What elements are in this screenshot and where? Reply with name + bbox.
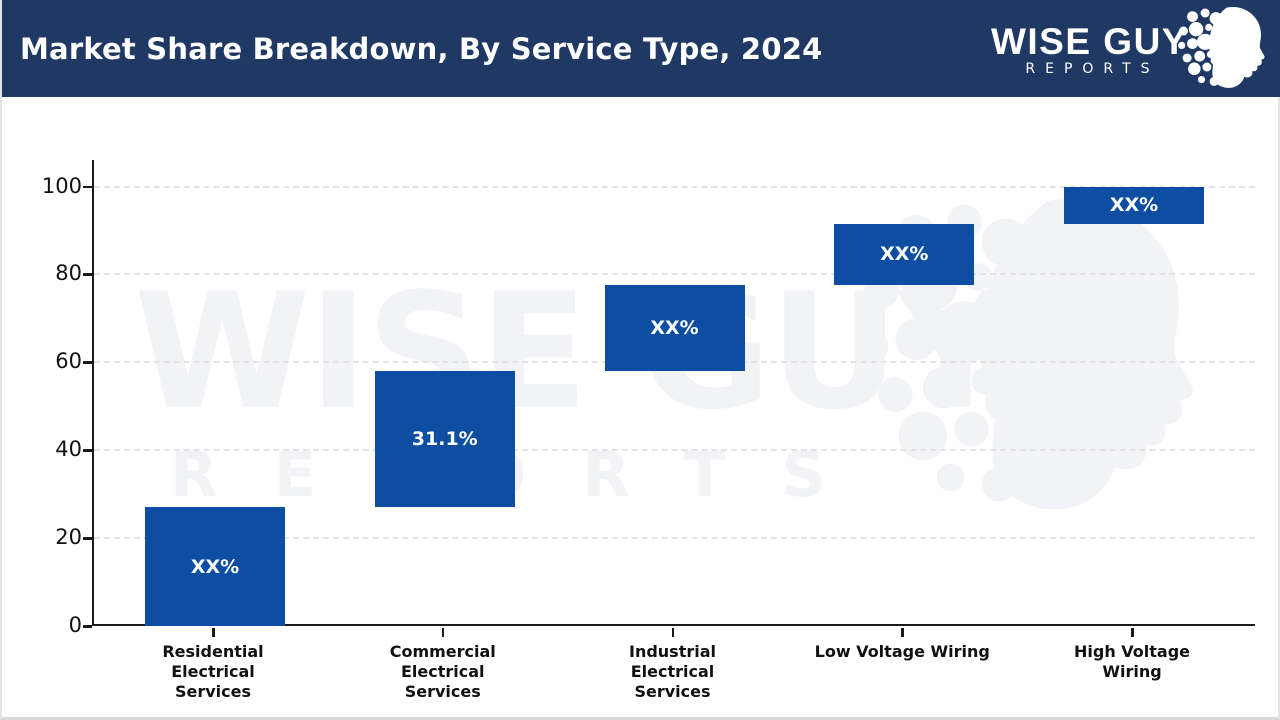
gridline-y40 bbox=[94, 449, 1255, 452]
bar-value-label-3: XX% bbox=[650, 316, 699, 339]
brand-logo-head-icon bbox=[1174, 4, 1274, 94]
x-tick-mark-5 bbox=[1131, 628, 1134, 637]
bar-1: XX% bbox=[145, 507, 285, 626]
brand-logo: WISE GUY REPORTS bbox=[991, 4, 1274, 94]
bar-4: XX% bbox=[834, 223, 975, 285]
y-tick-mark-40 bbox=[83, 449, 92, 452]
x-tick-mark-2 bbox=[441, 628, 445, 637]
bar-5: XX% bbox=[1064, 186, 1204, 224]
y-tick-mark-60 bbox=[83, 361, 92, 364]
bar-value-label-1: XX% bbox=[190, 555, 240, 578]
y-tick-label-40: 40 bbox=[55, 437, 82, 462]
bar-value-label-5: XX% bbox=[1109, 194, 1159, 217]
bar-value-label-2: 31.1% bbox=[411, 428, 478, 451]
y-tick-mark-0 bbox=[83, 625, 92, 628]
plot-area: XX% 31.1% XX% XX% XX% bbox=[92, 160, 1255, 626]
chart-title: Market Share Breakdown, By Service Type,… bbox=[20, 31, 823, 66]
y-tick-label-100: 100 bbox=[41, 173, 82, 198]
brand-logo-subtext: REPORTS bbox=[1025, 61, 1160, 77]
y-tick-label-0: 0 bbox=[68, 613, 82, 637]
y-tick-label-60: 60 bbox=[55, 349, 82, 374]
x-tick-mark-4 bbox=[901, 628, 904, 637]
bar-2: 31.1% bbox=[374, 370, 515, 508]
category-label-2: Commercial Electrical Services bbox=[389, 642, 496, 701]
y-tick-mark-100 bbox=[83, 185, 92, 189]
brand-logo-text: WISE GUY REPORTS bbox=[991, 21, 1188, 77]
header-bar: Market Share Breakdown, By Service Type,… bbox=[2, 0, 1280, 97]
category-label-3: Industrial Electrical Services bbox=[628, 642, 716, 701]
bar-value-label-4: XX% bbox=[880, 243, 929, 266]
gridline-y80 bbox=[94, 273, 1255, 276]
y-tick-label-80: 80 bbox=[55, 261, 82, 286]
category-label-4: Low Voltage Wiring bbox=[814, 642, 990, 661]
gridline-y100 bbox=[94, 185, 1255, 188]
brand-logo-wordmark: WISE GUY bbox=[990, 21, 1188, 62]
gridline-y20 bbox=[94, 537, 1255, 540]
y-tick-mark-80 bbox=[83, 273, 92, 276]
category-label-1: Residential Electrical Services bbox=[162, 642, 264, 701]
x-tick-mark-1 bbox=[212, 628, 215, 637]
bar-3: XX% bbox=[604, 284, 745, 371]
category-label-5: High Voltage Wiring bbox=[1073, 642, 1191, 681]
y-tick-label-20: 20 bbox=[55, 525, 82, 550]
y-tick-mark-20 bbox=[83, 537, 92, 540]
x-tick-mark-3 bbox=[671, 628, 674, 637]
